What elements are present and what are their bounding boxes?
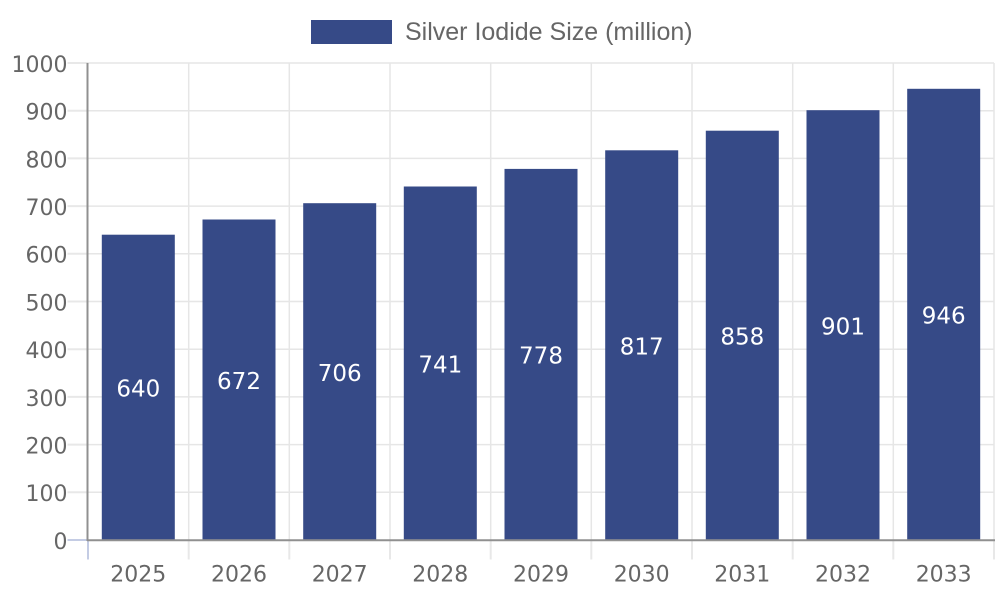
- svg-text:2033: 2033: [916, 563, 972, 588]
- svg-text:2026: 2026: [211, 563, 267, 588]
- svg-text:Silver Iodide Size (million): Silver Iodide Size (million): [405, 18, 693, 46]
- svg-text:2030: 2030: [614, 563, 670, 588]
- svg-text:0: 0: [54, 530, 68, 555]
- svg-text:2027: 2027: [312, 563, 368, 588]
- svg-text:901: 901: [821, 314, 865, 340]
- svg-text:600: 600: [26, 244, 68, 269]
- svg-text:800: 800: [26, 148, 68, 173]
- svg-text:2029: 2029: [513, 563, 569, 588]
- svg-text:300: 300: [26, 387, 68, 412]
- svg-text:2025: 2025: [110, 563, 166, 588]
- svg-text:200: 200: [26, 435, 68, 460]
- svg-text:817: 817: [620, 334, 664, 360]
- svg-text:500: 500: [26, 291, 68, 316]
- svg-text:900: 900: [26, 101, 68, 126]
- svg-text:706: 706: [318, 361, 362, 387]
- svg-text:1000: 1000: [12, 53, 68, 78]
- svg-text:100: 100: [26, 482, 68, 507]
- svg-text:672: 672: [217, 369, 261, 395]
- svg-text:778: 778: [519, 344, 563, 370]
- svg-text:2028: 2028: [412, 563, 468, 588]
- svg-text:2032: 2032: [815, 563, 871, 588]
- svg-text:400: 400: [26, 339, 68, 364]
- svg-text:946: 946: [922, 304, 966, 330]
- svg-text:741: 741: [418, 353, 462, 379]
- svg-text:858: 858: [720, 325, 764, 351]
- svg-text:700: 700: [26, 196, 68, 221]
- svg-text:640: 640: [116, 377, 160, 403]
- svg-text:2031: 2031: [714, 563, 770, 588]
